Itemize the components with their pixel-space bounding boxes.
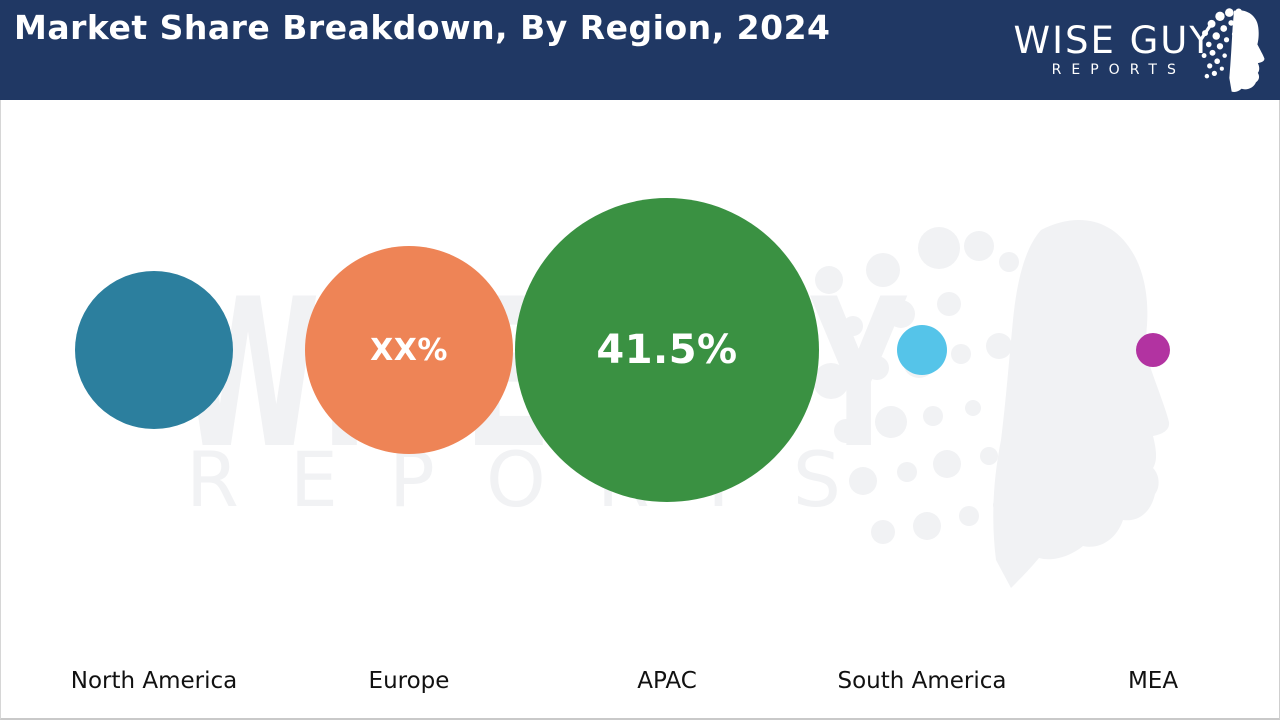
- head-profile-dots-icon: [1201, 8, 1265, 92]
- chart-area: WISE GUY REPORTS XX% 41.5% North America E…: [0, 100, 1280, 720]
- brand-logo-text: WISE GUY REPORTS: [1013, 19, 1214, 78]
- page-title: Market Share Breakdown, By Region, 2024: [14, 8, 831, 47]
- brand-subtitle: REPORTS: [1051, 61, 1186, 78]
- brand-logo: WISE GUY REPORTS: [1014, 6, 1270, 94]
- watermark: WISE GUY REPORTS: [176, 219, 1170, 588]
- watermark-head-silhouette: [993, 219, 1170, 588]
- brand-name: WISE GUY: [1013, 19, 1214, 63]
- header: Market Share Breakdown, By Region, 2024 …: [0, 0, 1280, 100]
